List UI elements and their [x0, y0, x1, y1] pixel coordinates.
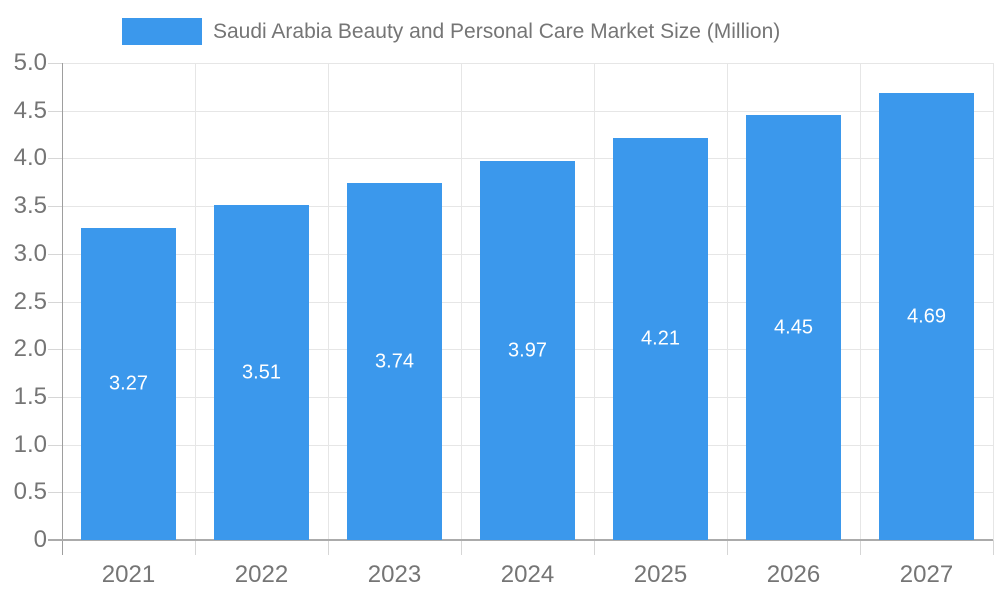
- y-axis-tick: [48, 349, 62, 350]
- bar[interactable]: 4.69: [879, 93, 974, 540]
- x-gridline: [328, 63, 329, 540]
- bar[interactable]: 4.45: [746, 115, 841, 540]
- x-tick-label: 2024: [500, 561, 555, 588]
- bar[interactable]: 3.27: [81, 228, 176, 540]
- x-tick-label: 2021: [101, 561, 156, 588]
- x-tick-label: 2026: [766, 561, 821, 588]
- y-gridline: [62, 158, 993, 159]
- x-axis-tick: [594, 540, 595, 555]
- x-gridline: [727, 63, 728, 540]
- bar-value-label: 3.97: [508, 339, 547, 361]
- y-axis-tick: [48, 111, 62, 112]
- bar-value-label: 3.27: [109, 372, 148, 395]
- y-axis-tick: [48, 397, 62, 398]
- x-gridline: [594, 63, 595, 540]
- y-tick-label: 3.5: [13, 192, 47, 219]
- y-tick-label: 2.5: [13, 288, 47, 315]
- y-axis-tick: [48, 254, 62, 255]
- x-gridline: [993, 63, 994, 540]
- y-tick-label: 4.5: [13, 97, 47, 124]
- legend-swatch: [122, 18, 202, 45]
- x-axis-tick: [461, 540, 462, 555]
- x-gridline: [860, 63, 861, 540]
- bar-value-label: 4.45: [774, 316, 813, 338]
- y-gridline: [62, 111, 993, 112]
- bar-value-label: 4.21: [641, 327, 680, 350]
- bar-value-label: 4.69: [907, 305, 946, 327]
- legend-label: Saudi Arabia Beauty and Personal Care Ma…: [213, 19, 781, 43]
- bar[interactable]: 4.21: [613, 138, 708, 540]
- y-tick-label: 1.5: [13, 383, 47, 410]
- y-tick-label: 1.0: [13, 431, 47, 458]
- bar-value-label: 3.74: [375, 350, 414, 372]
- y-gridline: [62, 63, 993, 64]
- y-axis-tick: [48, 158, 62, 159]
- x-axis-tick: [993, 540, 994, 555]
- bar-value-label: 3.51: [242, 361, 281, 383]
- x-tick-label: 2025: [633, 561, 688, 588]
- y-tick-label: 2.0: [13, 335, 47, 362]
- x-tick-label: 2027: [899, 561, 954, 588]
- y-axis-line: [62, 63, 63, 555]
- y-axis-tick: [48, 302, 62, 303]
- y-tick-label: 5.0: [13, 49, 47, 76]
- bar[interactable]: 3.51: [214, 205, 309, 540]
- y-axis-tick: [48, 206, 62, 207]
- bar[interactable]: 3.74: [347, 183, 442, 540]
- x-axis-tick: [727, 540, 728, 555]
- bar[interactable]: 3.97: [480, 161, 575, 540]
- x-tick-label: 2022: [234, 561, 289, 588]
- y-tick-label: 3.0: [13, 240, 47, 267]
- y-tick-label: 4.0: [13, 144, 47, 171]
- x-gridline: [195, 63, 196, 540]
- x-gridline: [461, 63, 462, 540]
- legend-item[interactable]: Saudi Arabia Beauty and Personal Care Ma…: [122, 18, 780, 45]
- x-axis-tick: [328, 540, 329, 555]
- y-tick-label: 0: [33, 526, 47, 553]
- x-tick-label: 2023: [367, 561, 422, 588]
- x-axis-tick: [860, 540, 861, 555]
- y-axis-tick: [48, 63, 62, 64]
- y-axis-tick: [48, 492, 62, 493]
- y-tick-label: 0.5: [13, 478, 47, 505]
- y-axis-tick: [48, 445, 62, 446]
- x-axis-line: [48, 539, 993, 541]
- x-axis-tick: [195, 540, 196, 555]
